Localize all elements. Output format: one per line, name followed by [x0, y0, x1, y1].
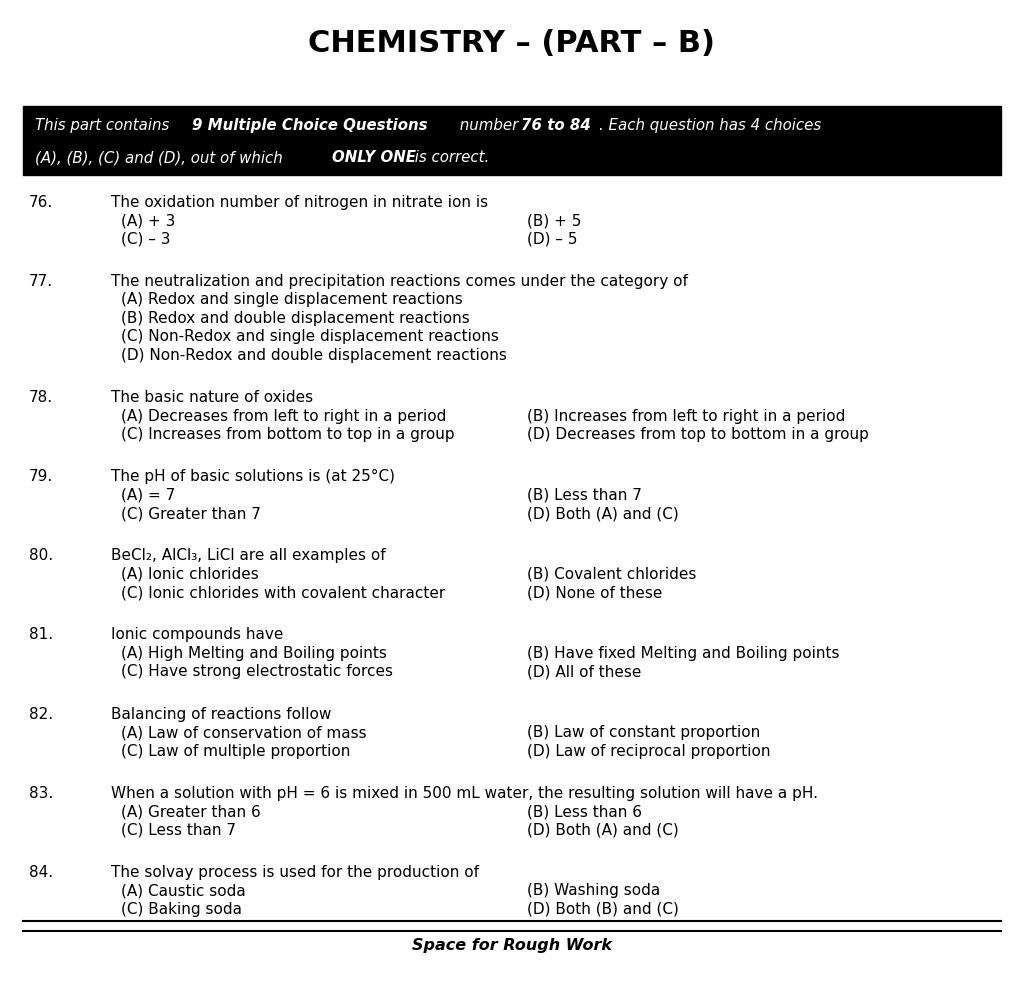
Text: (A) + 3: (A) + 3	[121, 214, 175, 228]
Text: (B) Less than 7: (B) Less than 7	[527, 488, 642, 503]
Text: 84.: 84.	[29, 865, 53, 880]
Text: (C) Ionic chlorides with covalent character: (C) Ionic chlorides with covalent charac…	[121, 585, 445, 600]
Text: (B) Washing soda: (B) Washing soda	[527, 884, 660, 898]
Text: (B) + 5: (B) + 5	[527, 214, 582, 228]
Text: (C) Have strong electrostatic forces: (C) Have strong electrostatic forces	[121, 664, 393, 679]
Text: (C) Baking soda: (C) Baking soda	[121, 901, 242, 917]
Text: (D) Law of reciprocal proportion: (D) Law of reciprocal proportion	[527, 744, 771, 759]
Text: The oxidation number of nitrogen in nitrate ion is: The oxidation number of nitrogen in nitr…	[111, 195, 487, 210]
Text: (A), (B), (C) and (D), out of which: (A), (B), (C) and (D), out of which	[35, 151, 288, 165]
Text: (D) Decreases from top to bottom in a group: (D) Decreases from top to bottom in a gr…	[527, 427, 869, 442]
Text: (A) High Melting and Boiling points: (A) High Melting and Boiling points	[121, 646, 387, 661]
Text: 80.: 80.	[29, 548, 53, 563]
Text: The solvay process is used for the production of: The solvay process is used for the produ…	[111, 865, 478, 880]
Text: (D) Both (B) and (C): (D) Both (B) and (C)	[527, 901, 679, 917]
Text: 9 Multiple Choice Questions: 9 Multiple Choice Questions	[191, 118, 427, 133]
Text: (B) Covalent chlorides: (B) Covalent chlorides	[527, 567, 696, 582]
Text: (C) Less than 7: (C) Less than 7	[121, 823, 236, 837]
Text: The pH of basic solutions is (at 25°C): The pH of basic solutions is (at 25°C)	[111, 469, 394, 484]
Text: (D) Both (A) and (C): (D) Both (A) and (C)	[527, 823, 679, 837]
Text: (D) All of these: (D) All of these	[527, 664, 642, 679]
Text: (A) Ionic chlorides: (A) Ionic chlorides	[121, 567, 259, 582]
Text: 76 to 84: 76 to 84	[521, 118, 591, 133]
Text: 78.: 78.	[29, 390, 53, 405]
Text: (B) Have fixed Melting and Boiling points: (B) Have fixed Melting and Boiling point…	[527, 646, 840, 661]
Text: (A) Redox and single displacement reactions: (A) Redox and single displacement reacti…	[121, 292, 463, 307]
Text: BeCl₂, AlCl₃, LiCl are all examples of: BeCl₂, AlCl₃, LiCl are all examples of	[111, 548, 385, 563]
Text: (D) None of these: (D) None of these	[527, 585, 663, 600]
Text: (C) Greater than 7: (C) Greater than 7	[121, 506, 261, 522]
Text: The neutralization and precipitation reactions comes under the category of: The neutralization and precipitation rea…	[111, 274, 687, 289]
Text: (B) Law of constant proportion: (B) Law of constant proportion	[527, 725, 761, 740]
Text: (A) Decreases from left to right in a period: (A) Decreases from left to right in a pe…	[121, 408, 446, 423]
Text: Ionic compounds have: Ionic compounds have	[111, 628, 283, 643]
Text: (D) – 5: (D) – 5	[527, 232, 578, 247]
Text: Space for Rough Work: Space for Rough Work	[412, 938, 612, 953]
Text: (D) Non-Redox and double displacement reactions: (D) Non-Redox and double displacement re…	[121, 348, 507, 363]
Bar	[23, 106, 1001, 175]
Text: (A) Greater than 6: (A) Greater than 6	[121, 804, 260, 819]
Text: 83.: 83.	[29, 785, 53, 801]
Text: 79.: 79.	[29, 469, 53, 484]
Text: CHEMISTRY – (PART – B): CHEMISTRY – (PART – B)	[308, 29, 716, 58]
Text: This part contains: This part contains	[35, 118, 174, 133]
Text: The basic nature of oxides: The basic nature of oxides	[111, 390, 312, 405]
Text: number: number	[455, 118, 523, 133]
Text: When a solution with pH = 6 is mixed in 500 mL water, the resulting solution wil: When a solution with pH = 6 is mixed in …	[111, 785, 817, 801]
Text: (B) Increases from left to right in a period: (B) Increases from left to right in a pe…	[527, 408, 846, 423]
Text: 82.: 82.	[29, 707, 53, 721]
Text: 76.: 76.	[29, 195, 53, 210]
Text: (A) = 7: (A) = 7	[121, 488, 175, 503]
Text: (A) Caustic soda: (A) Caustic soda	[121, 884, 246, 898]
Text: (B) Redox and double displacement reactions: (B) Redox and double displacement reacti…	[121, 311, 470, 326]
Text: (C) Law of multiple proportion: (C) Law of multiple proportion	[121, 744, 350, 759]
Text: 77.: 77.	[29, 274, 53, 289]
Text: Balancing of reactions follow: Balancing of reactions follow	[111, 707, 331, 721]
Text: . Each question has 4 choices: . Each question has 4 choices	[599, 118, 821, 133]
Text: (A) Law of conservation of mass: (A) Law of conservation of mass	[121, 725, 367, 740]
Text: 81.: 81.	[29, 628, 53, 643]
Text: (D) Both (A) and (C): (D) Both (A) and (C)	[527, 506, 679, 522]
Text: is correct.: is correct.	[410, 151, 489, 165]
Text: (C) Increases from bottom to top in a group: (C) Increases from bottom to top in a gr…	[121, 427, 455, 442]
Text: (C) – 3: (C) – 3	[121, 232, 170, 247]
Text: (C) Non-Redox and single displacement reactions: (C) Non-Redox and single displacement re…	[121, 330, 499, 344]
Text: ONLY ONE: ONLY ONE	[332, 151, 416, 165]
Text: (B) Less than 6: (B) Less than 6	[527, 804, 642, 819]
